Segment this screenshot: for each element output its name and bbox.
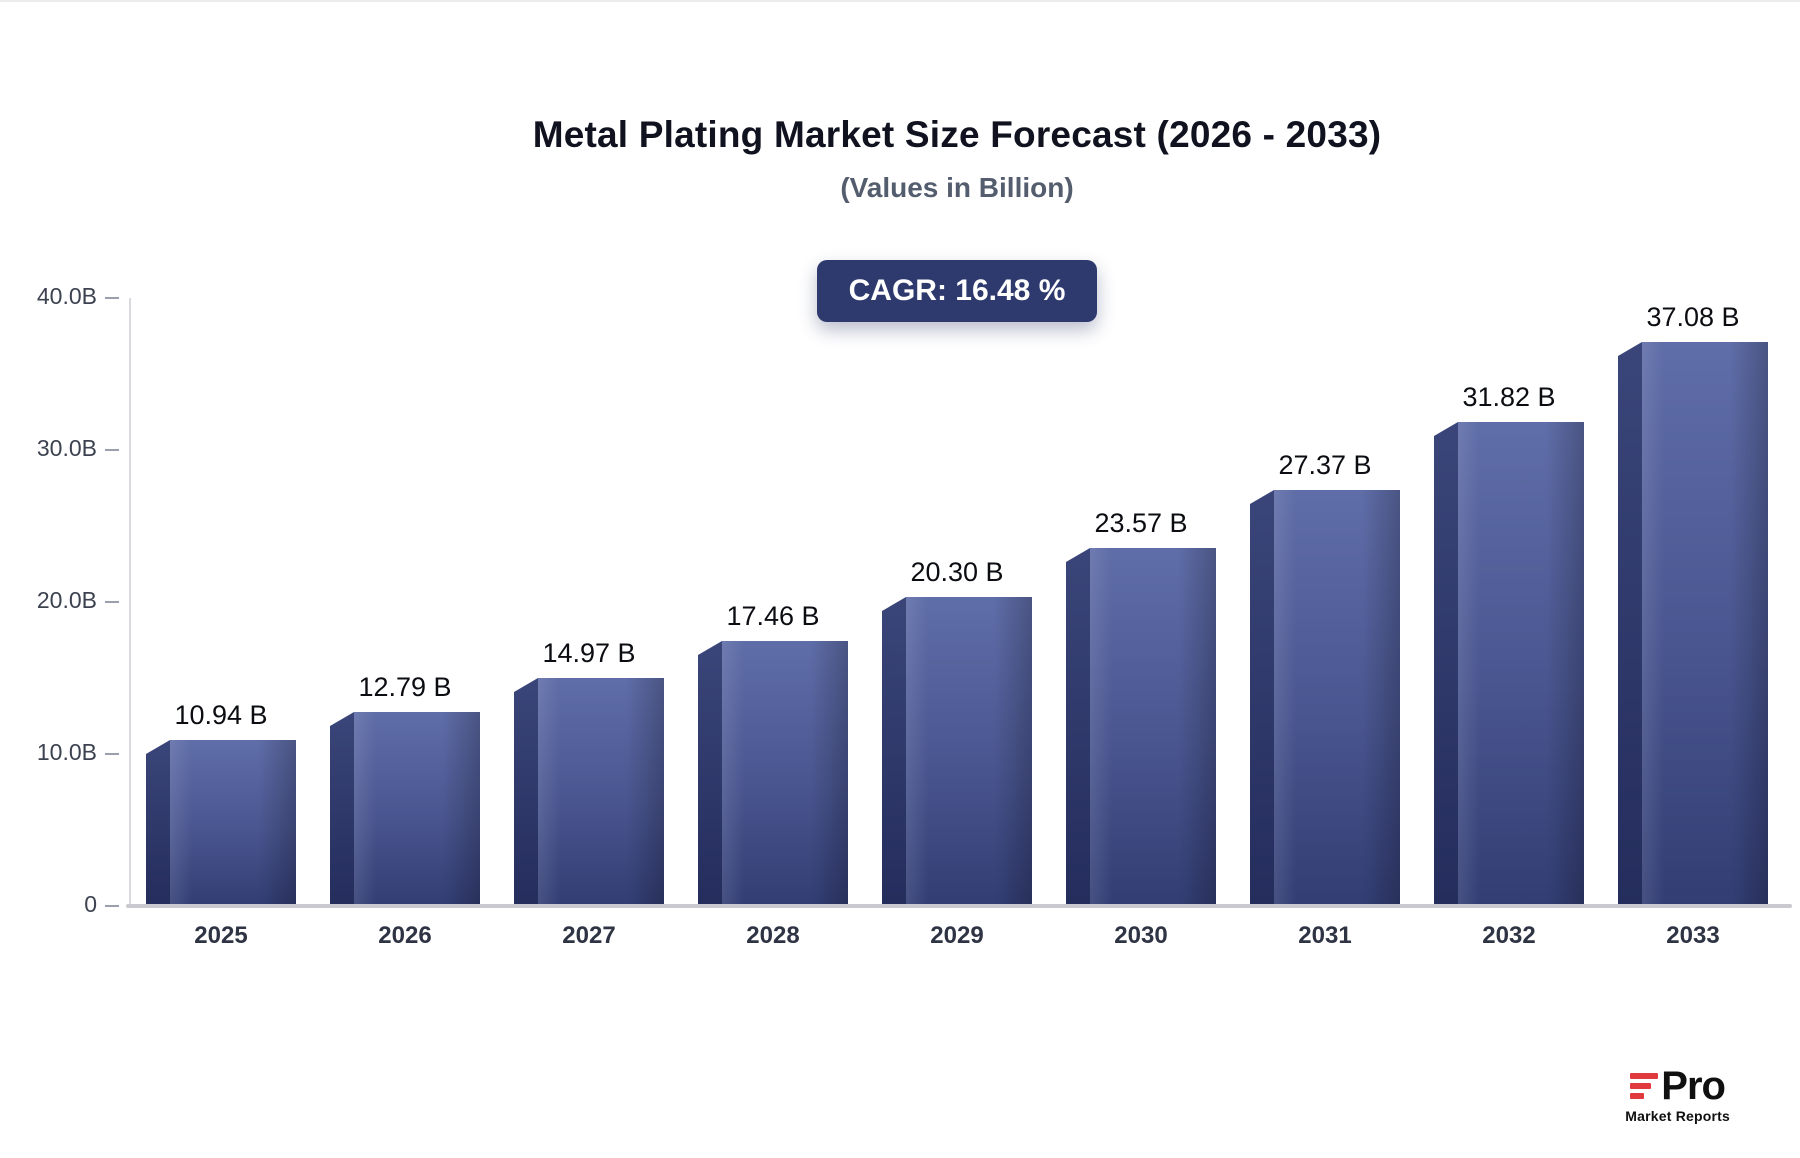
x-axis-label-2031: 2031 xyxy=(1298,922,1352,949)
bar-2032 xyxy=(1458,422,1584,906)
x-axis-label-2026: 2026 xyxy=(378,922,432,949)
bar-2032-side-face xyxy=(1434,422,1458,906)
bar-value-label-2033: 37.08 B xyxy=(1646,302,1740,332)
y-axis-tick xyxy=(105,297,119,299)
bar-2027-side-face xyxy=(514,678,538,906)
y-axis-line xyxy=(129,298,131,906)
bar-2026-side-face xyxy=(330,712,354,906)
x-axis-baseline xyxy=(126,904,1792,908)
bar-value-label-2026: 12.79 B xyxy=(358,672,452,702)
bar-2030-side-face xyxy=(1066,548,1090,906)
bar-2029-side-face xyxy=(882,597,906,906)
logo-brand-text: Pro xyxy=(1661,1064,1726,1108)
y-axis-tick xyxy=(105,753,119,755)
bar-2031-side-face xyxy=(1250,490,1274,906)
pro-market-reports-logo-icon xyxy=(1630,1073,1659,1099)
bar-2033 xyxy=(1642,342,1768,906)
bar-value-label-2027: 14.97 B xyxy=(542,638,636,668)
y-axis-tick xyxy=(105,905,119,907)
chart-title: Metal Plating Market Size Forecast (2026… xyxy=(532,114,1382,155)
bar-2028-side-face xyxy=(698,641,722,906)
bar-value-label-2028: 17.46 B xyxy=(726,601,820,631)
y-axis-label: 20.0B xyxy=(36,587,97,613)
y-axis-label: 10.0B xyxy=(36,739,97,765)
bar-2025 xyxy=(170,740,296,906)
logo-row: Pro xyxy=(1625,1066,1730,1106)
logo-subtext: Market Reports xyxy=(1625,1108,1730,1124)
x-axis-label-2029: 2029 xyxy=(930,922,984,949)
y-axis-label: 30.0B xyxy=(36,435,97,461)
bar-2031 xyxy=(1274,490,1400,906)
x-axis-label-2032: 2032 xyxy=(1482,922,1536,949)
bar-2028 xyxy=(722,641,848,906)
logo-stripe xyxy=(1630,1093,1645,1099)
bar-2033-side-face xyxy=(1618,342,1642,906)
x-axis-label-2028: 2028 xyxy=(746,922,800,949)
x-axis-label-2033: 2033 xyxy=(1666,922,1720,949)
bar-value-label-2030: 23.57 B xyxy=(1094,508,1188,538)
bar-value-label-2029: 20.30 B xyxy=(910,557,1004,587)
logo-stripe xyxy=(1630,1083,1652,1089)
bar-2026 xyxy=(354,712,480,906)
brand-logo: Pro Market Reports xyxy=(1625,1066,1730,1124)
y-axis-label: 40.0B xyxy=(36,283,97,309)
chart-header: Metal Plating Market Size Forecast (2026… xyxy=(129,114,1785,322)
y-axis-tick xyxy=(105,601,119,603)
bar-value-label-2032: 31.82 B xyxy=(1462,382,1556,412)
y-axis-label: 0 xyxy=(84,891,97,917)
bar-2030 xyxy=(1090,548,1216,906)
x-axis-label-2027: 2027 xyxy=(562,922,616,949)
bar-value-label-2031: 27.37 B xyxy=(1278,450,1372,480)
cagr-badge: CAGR: 16.48 % xyxy=(816,260,1098,322)
bar-2027 xyxy=(538,678,664,906)
bar-2025-side-face xyxy=(146,740,170,906)
x-axis-label-2030: 2030 xyxy=(1114,922,1168,949)
bar-value-label-2025: 10.94 B xyxy=(174,700,268,730)
y-axis-tick xyxy=(105,449,119,451)
bar-2029 xyxy=(906,597,1032,906)
chart-subtitle: (Values in Billion) xyxy=(840,172,1074,203)
logo-stripe xyxy=(1630,1073,1659,1079)
x-axis-label-2025: 2025 xyxy=(194,922,248,949)
